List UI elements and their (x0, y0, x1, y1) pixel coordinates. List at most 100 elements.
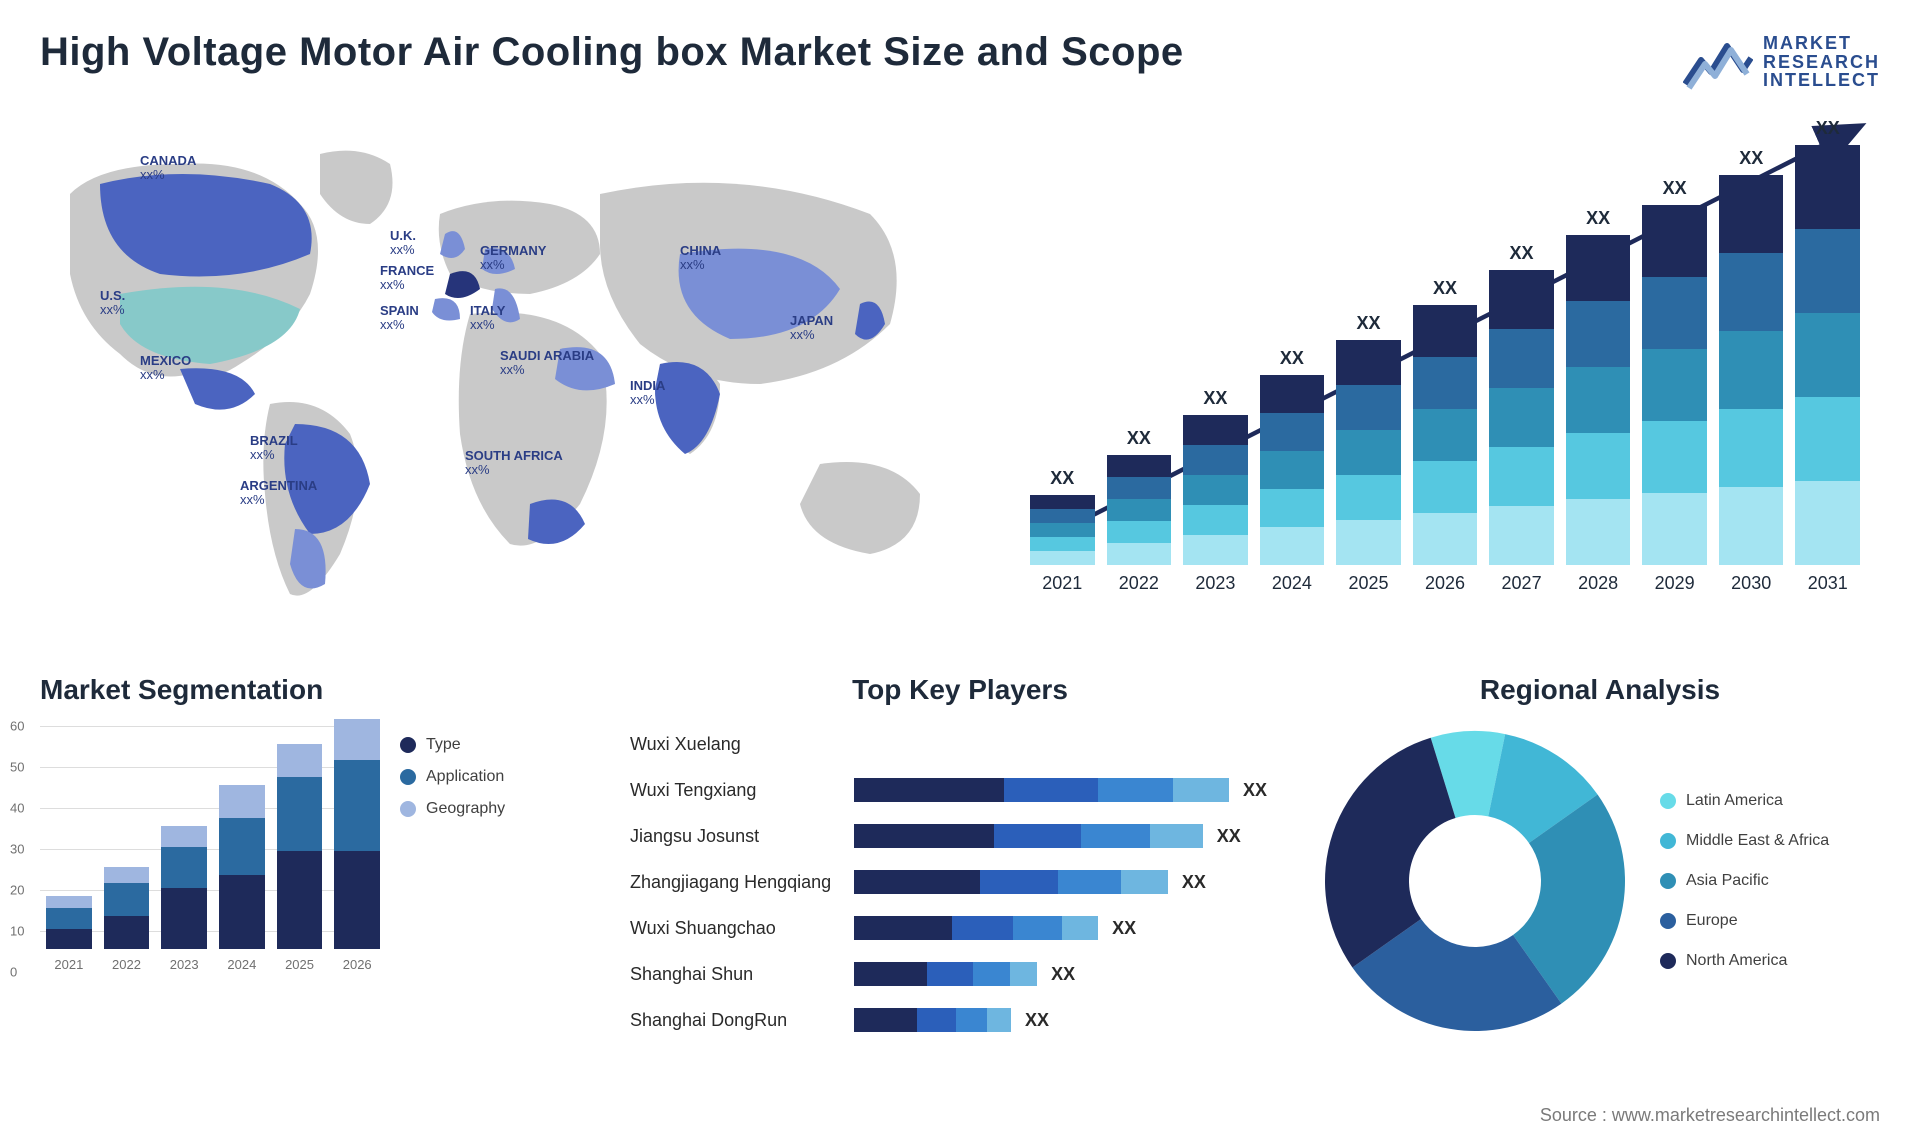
legend-label: Europe (1686, 912, 1738, 930)
growth-bar-segment (1795, 229, 1860, 313)
growth-bar-value-label: XX (1356, 313, 1380, 334)
seg-bar-segment (46, 908, 92, 929)
map-country-label: SPAINxx% (380, 304, 419, 333)
legend-label: Type (426, 736, 461, 754)
map-country-label: INDIAxx% (630, 379, 665, 408)
player-value-label: XX (1112, 918, 1136, 939)
legend-swatch-icon (1660, 793, 1676, 809)
growth-year-label: 2021 (1042, 573, 1082, 594)
seg-year-label: 2026 (343, 957, 372, 972)
player-bar-segment (1058, 870, 1121, 894)
growth-bar-segment (1642, 349, 1707, 421)
player-bar (854, 916, 1098, 940)
growth-bar (1183, 415, 1248, 565)
growth-bar-segment (1183, 415, 1248, 445)
player-bar-segment (956, 1008, 987, 1032)
growth-bar-column: XX2026 (1413, 278, 1478, 594)
player-value-label: XX (1217, 826, 1241, 847)
growth-bar-segment (1642, 493, 1707, 565)
key-players-title: Top Key Players (630, 674, 1290, 706)
seg-bar-column: 2025 (277, 744, 323, 972)
regional-legend: Latin AmericaMiddle East & AfricaAsia Pa… (1660, 792, 1829, 970)
player-bar-segment (1004, 778, 1098, 802)
growth-bar (1795, 145, 1860, 565)
seg-ytick-label: 0 (10, 965, 17, 980)
growth-bar-segment (1642, 205, 1707, 277)
map-country-label: SOUTH AFRICAxx% (465, 449, 563, 478)
player-bar (854, 870, 1168, 894)
growth-bar-value-label: XX (1127, 428, 1151, 449)
player-bar-track: XX (854, 916, 1290, 940)
seg-bar-column: 2022 (104, 867, 150, 972)
growth-bar-segment (1183, 445, 1248, 475)
player-bar (854, 962, 1037, 986)
source-credit: Source : www.marketresearchintellect.com (1540, 1105, 1880, 1126)
legend-label: Geography (426, 800, 505, 818)
growth-bar-segment (1183, 505, 1248, 535)
growth-bar-segment (1566, 433, 1631, 499)
seg-bar (161, 826, 207, 949)
seg-bar (46, 896, 92, 949)
growth-bar-segment (1030, 495, 1095, 509)
growth-bar-column: XX 2021 (1030, 468, 1095, 594)
growth-bar-segment (1719, 487, 1784, 565)
seg-bar (277, 744, 323, 949)
seg-ytick-label: 30 (10, 842, 24, 857)
legend-label: Latin America (1686, 792, 1783, 810)
growth-year-label: 2028 (1578, 573, 1618, 594)
player-row: Wuxi Xuelang (630, 726, 1290, 762)
player-row: Shanghai Shun XX (630, 956, 1290, 992)
legend-swatch-icon (1660, 913, 1676, 929)
growth-bar-segment (1795, 313, 1860, 397)
player-name: Shanghai Shun (630, 964, 840, 985)
legend-label: North America (1686, 952, 1787, 970)
seg-bar-segment (219, 818, 265, 875)
player-name: Zhangjiagang Hengqiang (630, 872, 840, 893)
legend-swatch-icon (1660, 953, 1676, 969)
growth-chart: XX2021XX2022XX2023XX2024XX2025XX2026XX20… (1010, 124, 1880, 634)
growth-bar-segment (1183, 535, 1248, 565)
growth-bar-segment (1413, 409, 1478, 461)
growth-year-label: 2029 (1655, 573, 1695, 594)
growth-bar-column: XX2030 (1719, 148, 1784, 594)
segmentation-title: Market Segmentation (40, 674, 600, 706)
growth-bar-segment (1336, 430, 1401, 475)
logo-line-2: RESEARCH (1763, 53, 1880, 72)
growth-bar-value-label: XX (1663, 178, 1687, 199)
growth-bar-value-label: XX (1050, 468, 1074, 489)
regional-title: Regional Analysis (1320, 674, 1880, 706)
map-country-label: MEXICOxx% (140, 354, 191, 383)
growth-bar-segment (1107, 543, 1172, 565)
seg-bar-segment (104, 916, 150, 949)
growth-bar (1107, 455, 1172, 565)
player-bar-segment (973, 962, 1010, 986)
growth-bar-column: XX 2029 (1642, 178, 1707, 594)
growth-bar-segment (1260, 413, 1325, 451)
growth-bar-segment (1107, 455, 1172, 477)
seg-bar (104, 867, 150, 949)
seg-ytick-label: 50 (10, 760, 24, 775)
seg-bar-segment (219, 875, 265, 949)
legend-item: Middle East & Africa (1660, 832, 1829, 850)
player-bar-track: XX (854, 962, 1290, 986)
seg-bar-segment (161, 826, 207, 847)
seg-bar-segment (161, 847, 207, 888)
growth-bar (1260, 375, 1325, 565)
player-bar-track: XX (854, 778, 1290, 802)
growth-year-label: 2025 (1348, 573, 1388, 594)
seg-bar-segment (46, 896, 92, 908)
growth-bar-segment (1260, 527, 1325, 565)
player-bar-segment (1062, 916, 1099, 940)
player-row: Wuxi Shuangchao XX (630, 910, 1290, 946)
legend-label: Application (426, 768, 504, 786)
growth-bar-value-label: XX (1816, 118, 1840, 139)
player-name: Wuxi Shuangchao (630, 918, 840, 939)
player-bar-segment (927, 962, 973, 986)
legend-item: Europe (1660, 912, 1829, 930)
growth-bar (1489, 270, 1554, 565)
player-bar-segment (1098, 778, 1173, 802)
growth-bar-segment (1489, 388, 1554, 447)
growth-bar-column: XX2028 (1566, 208, 1631, 594)
player-name: Jiangsu Josunst (630, 826, 840, 847)
player-bar (854, 1008, 1011, 1032)
